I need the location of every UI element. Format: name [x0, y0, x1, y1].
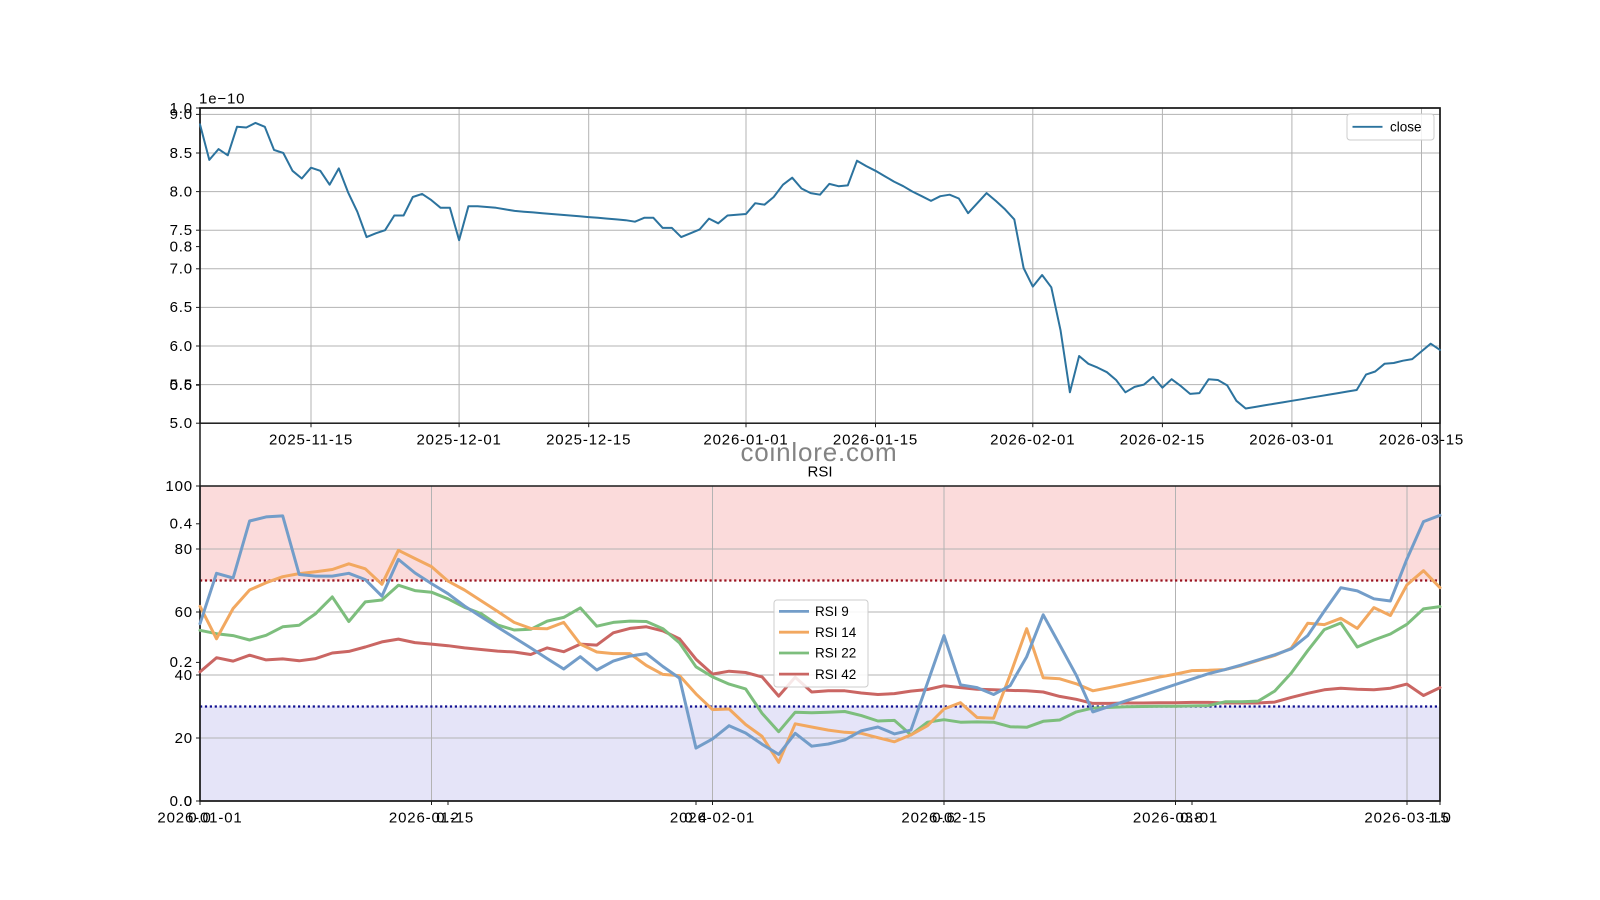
- svg-text:2026-01-15: 2026-01-15: [833, 432, 918, 449]
- svg-text:RSI 14: RSI 14: [815, 625, 857, 640]
- svg-text:5.0: 5.0: [170, 415, 193, 432]
- svg-text:RSI 42: RSI 42: [815, 667, 856, 682]
- svg-text:2026-01-01: 2026-01-01: [157, 810, 242, 827]
- svg-text:2026-02-15: 2026-02-15: [1120, 432, 1205, 449]
- svg-text:2026-01-15: 2026-01-15: [389, 810, 474, 827]
- svg-text:2026-01-01: 2026-01-01: [703, 432, 788, 449]
- svg-text:0.2: 0.2: [436, 810, 459, 827]
- svg-text:1e−10: 1e−10: [199, 91, 245, 108]
- svg-text:0.8: 0.8: [170, 238, 193, 255]
- svg-text:8.0: 8.0: [170, 183, 193, 200]
- svg-text:2026-03-01: 2026-03-01: [1249, 432, 1334, 449]
- svg-text:0.4: 0.4: [170, 516, 193, 533]
- svg-text:9.0: 9.0: [170, 106, 193, 123]
- svg-text:1.0: 1.0: [1428, 810, 1451, 827]
- svg-text:8.5: 8.5: [170, 145, 193, 162]
- svg-text:6.0: 6.0: [170, 338, 193, 355]
- svg-text:RSI 9: RSI 9: [815, 604, 849, 619]
- svg-text:2026-02-01: 2026-02-01: [990, 432, 1075, 449]
- svg-text:80: 80: [175, 541, 193, 558]
- svg-text:2026-03-15: 2026-03-15: [1364, 810, 1449, 827]
- svg-text:coinlore.com: coinlore.com: [741, 437, 898, 467]
- svg-text:0.2: 0.2: [170, 654, 193, 671]
- svg-text:6.5: 6.5: [170, 299, 193, 316]
- svg-text:40: 40: [175, 667, 193, 684]
- svg-text:100: 100: [165, 478, 193, 495]
- svg-text:7.5: 7.5: [170, 222, 193, 239]
- svg-text:RSI: RSI: [807, 463, 832, 480]
- svg-text:0.0: 0.0: [170, 793, 193, 810]
- svg-text:60: 60: [175, 604, 193, 621]
- svg-text:5.5: 5.5: [170, 376, 193, 393]
- svg-text:7.0: 7.0: [170, 261, 193, 278]
- svg-text:0.8: 0.8: [1180, 810, 1203, 827]
- svg-text:20: 20: [175, 730, 193, 747]
- svg-text:2026-02-01: 2026-02-01: [670, 810, 755, 827]
- svg-text:2026-02-15: 2026-02-15: [901, 810, 986, 827]
- svg-text:2025-11-15: 2025-11-15: [269, 432, 353, 449]
- svg-text:2026-03-01: 2026-03-01: [1133, 810, 1218, 827]
- svg-text:2026-03-15: 2026-03-15: [1379, 432, 1464, 449]
- svg-text:0.4: 0.4: [684, 810, 707, 827]
- svg-text:RSI 22: RSI 22: [815, 646, 856, 661]
- svg-text:0.6: 0.6: [932, 810, 955, 827]
- svg-text:close: close: [1390, 120, 1422, 135]
- svg-text:0: 0: [184, 793, 193, 810]
- svg-text:0.6: 0.6: [170, 377, 193, 394]
- svg-text:2025-12-01: 2025-12-01: [416, 432, 501, 449]
- svg-text:2025-12-15: 2025-12-15: [546, 432, 631, 449]
- svg-text:0.0: 0.0: [188, 810, 211, 827]
- svg-text:1.0: 1.0: [170, 100, 193, 117]
